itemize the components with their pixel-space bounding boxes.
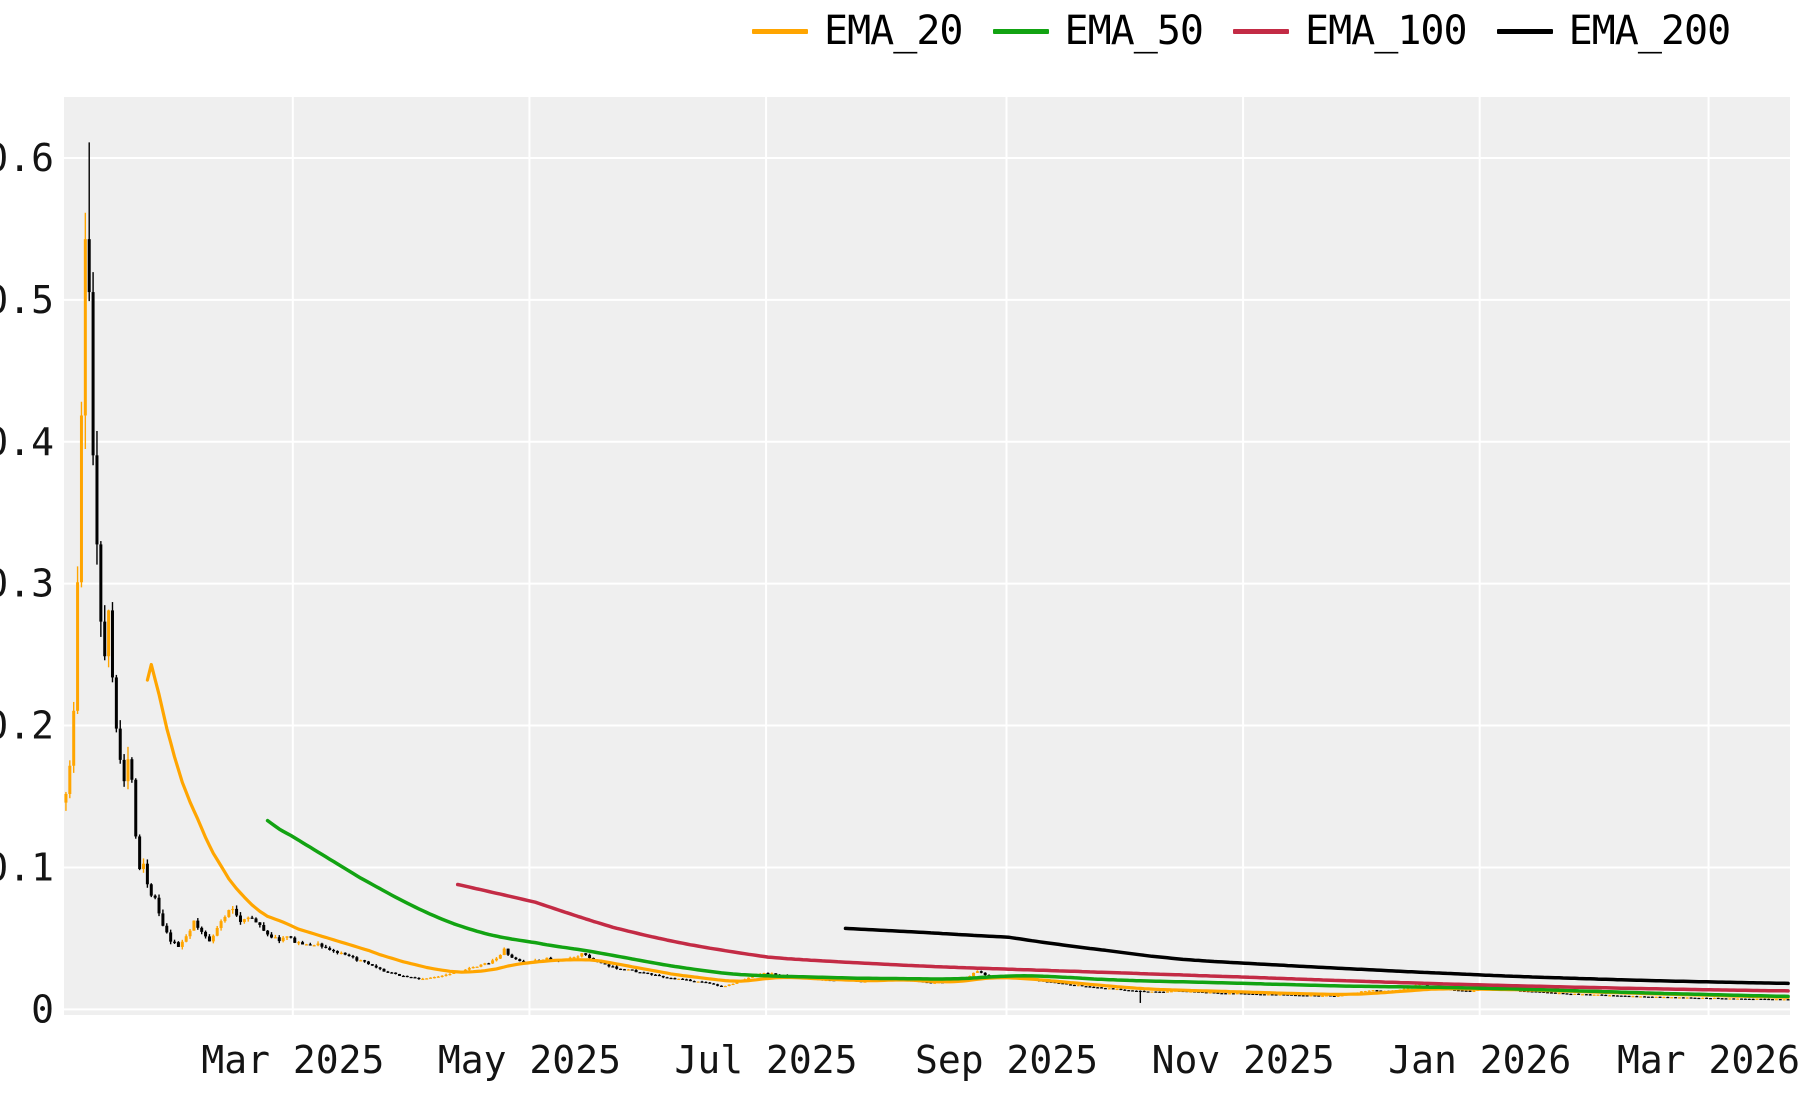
- legend-swatch-ema-100-icon: [1233, 28, 1289, 34]
- y-tick-label: 0: [31, 987, 54, 1031]
- legend-swatch-ema-200-icon: [1496, 28, 1553, 34]
- ema-200-line: [843, 926, 1790, 986]
- x-tick-labels: Mar 2025 May 2025 Jul 2025 Sep 2025 Nov 2025…: [201, 1038, 1800, 1082]
- legend-item-ema-200: EMA_200: [1496, 8, 1732, 54]
- legend: EMA_20 EMA_50 EMA_100 EMA_200: [752, 8, 1732, 54]
- legend-label-ema-100: EMA_100: [1305, 8, 1468, 54]
- x-tick-label: Sep 2025: [915, 1038, 1098, 1082]
- legend-item-ema-20: EMA_20: [752, 8, 963, 54]
- legend-label-ema-20: EMA_20: [824, 8, 963, 54]
- legend-swatch-ema-50-icon: [992, 28, 1049, 34]
- x-tick-label: Jul 2025: [675, 1038, 858, 1082]
- legend-swatch-ema-20-icon: [752, 28, 808, 34]
- x-tick-label: May 2025: [438, 1038, 621, 1082]
- legend-item-ema-100: EMA_100: [1233, 8, 1468, 54]
- ema-100-line: [455, 882, 1790, 993]
- y-tick-label: 0.6: [0, 136, 54, 180]
- plot-background: [64, 97, 1790, 1015]
- x-tick-label: Jan 2026: [1388, 1038, 1571, 1082]
- x-tick-label: Mar 2025: [201, 1038, 384, 1082]
- y-tick-label: 0.3: [0, 562, 54, 606]
- y-tick-label: 0.2: [0, 704, 54, 748]
- y-tick-labels: 0 0.1 0.2 0.3 0.4 0.5 0.6: [0, 136, 54, 1031]
- x-tick-label: Nov 2025: [1152, 1038, 1335, 1082]
- legend-label-ema-50: EMA_50: [1064, 8, 1204, 54]
- y-tick-label: 0.4: [0, 420, 54, 464]
- legend-item-ema-50: EMA_50: [992, 8, 1204, 54]
- y-tick-label: 0.5: [0, 278, 54, 322]
- y-tick-label: 0.1: [0, 845, 54, 889]
- gridlines: [64, 97, 1790, 1015]
- legend-label-ema-200: EMA_200: [1568, 8, 1732, 54]
- ema-50-line: [265, 818, 1790, 999]
- x-tick-label: Mar 2026: [1617, 1038, 1800, 1082]
